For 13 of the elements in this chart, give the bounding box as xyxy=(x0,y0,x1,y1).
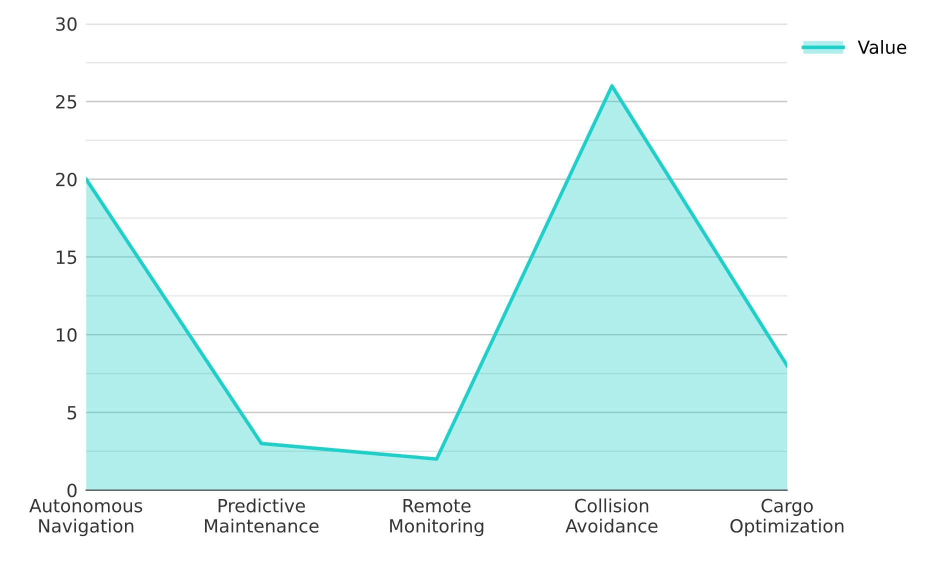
x-tick-label: Autonomous Navigation xyxy=(29,499,142,536)
y-tick-label: 25 xyxy=(56,94,76,109)
y-tick-label: 30 xyxy=(56,17,77,31)
y-tick-label: 0 xyxy=(67,484,77,498)
y-tick-label: 10 xyxy=(56,328,77,342)
x-tick-label: Predictive Maintenance xyxy=(205,498,319,533)
y-tick-label: 20 xyxy=(56,172,77,186)
y-tick-label: 15 xyxy=(56,250,76,264)
x-tick-label: Remote Monitoring xyxy=(390,499,484,536)
legend-label: Value xyxy=(858,40,906,54)
x-tick-label: Collision Avoidance xyxy=(566,498,658,533)
x-tick-label: Cargo Optimization xyxy=(730,498,844,536)
y-tick-label: 5 xyxy=(68,406,76,420)
